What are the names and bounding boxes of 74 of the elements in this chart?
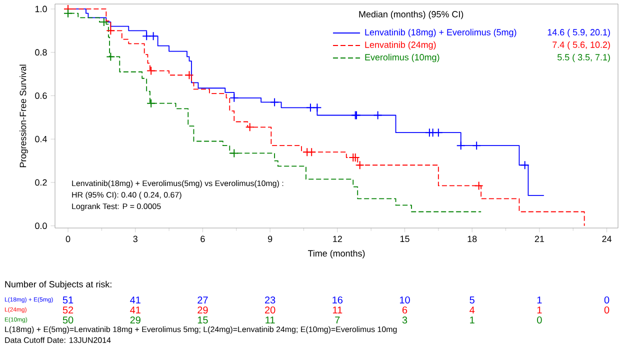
point bbox=[106, 52, 116, 62]
point bbox=[146, 98, 156, 108]
legend-label: Lenvatinib (24mg) bbox=[365, 41, 436, 50]
legend-label: Lenvatinib (18mg) + Everolimus (5mg) bbox=[365, 28, 516, 38]
text: 41 bbox=[130, 296, 140, 304]
point bbox=[472, 141, 482, 150]
point bbox=[184, 70, 194, 80]
text: 29 bbox=[198, 306, 208, 314]
text: 5 bbox=[470, 296, 474, 304]
text: 7 bbox=[335, 316, 340, 324]
point bbox=[230, 93, 239, 102]
text: 0 bbox=[604, 306, 610, 314]
point bbox=[474, 181, 484, 190]
text: 23 bbox=[265, 296, 276, 304]
text: 51 bbox=[62, 296, 74, 304]
y-tick-label: 0.8 bbox=[35, 49, 47, 56]
text: 15 bbox=[198, 316, 208, 324]
y-tick-label: 0.2 bbox=[35, 179, 47, 186]
point bbox=[355, 160, 364, 170]
text: 11 bbox=[266, 316, 275, 324]
text: 16 bbox=[332, 296, 343, 304]
text: 10 bbox=[400, 296, 410, 304]
text: 52 bbox=[62, 306, 74, 314]
y-tick-label: 0.4 bbox=[35, 136, 47, 142]
point bbox=[306, 103, 315, 112]
text: 41 bbox=[130, 306, 140, 314]
text: 0 bbox=[537, 316, 542, 324]
point bbox=[245, 122, 254, 132]
text: 1 bbox=[537, 296, 542, 304]
legend-label: Everolimus (10mg) bbox=[365, 54, 440, 62]
text: Number of Subjects at risk: bbox=[5, 280, 112, 290]
annotation: 14.6 ( 5.9, 20.1) bbox=[548, 28, 610, 38]
point bbox=[373, 110, 382, 120]
point bbox=[142, 32, 152, 41]
x-tick-label: 3 bbox=[133, 236, 138, 242]
point bbox=[146, 66, 156, 76]
point bbox=[106, 26, 116, 36]
text: 1 bbox=[470, 316, 474, 324]
point bbox=[270, 98, 280, 107]
text: 0 bbox=[604, 296, 610, 304]
x-tick-label: 12 bbox=[333, 236, 342, 242]
text: 6 bbox=[402, 306, 408, 314]
text: 11 bbox=[332, 306, 342, 314]
y-axis-title: Progression-Free Survival bbox=[20, 64, 28, 168]
x-tick-label: 15 bbox=[400, 236, 410, 242]
point bbox=[520, 160, 530, 170]
x-tick-label: 9 bbox=[268, 236, 272, 242]
x-axis-title: Time (months) bbox=[308, 250, 365, 258]
y-tick-label: 0.6 bbox=[35, 92, 47, 99]
y-tick-label: 1.0 bbox=[35, 6, 47, 12]
text: 29 bbox=[130, 316, 140, 324]
point bbox=[148, 32, 158, 41]
point bbox=[456, 141, 466, 150]
x-tick-label: 24 bbox=[602, 236, 612, 242]
point bbox=[230, 148, 239, 158]
point bbox=[307, 148, 316, 157]
annotation: 7.4 ( 5.6, 10.2) bbox=[552, 41, 610, 50]
point bbox=[312, 103, 322, 112]
text: 20 bbox=[265, 306, 276, 314]
text: 27 bbox=[198, 296, 208, 304]
text: 50 bbox=[62, 316, 74, 324]
x-tick-label: 21 bbox=[534, 236, 544, 242]
text: 4 bbox=[470, 306, 475, 314]
x-tick-label: 0 bbox=[66, 236, 70, 242]
point bbox=[434, 128, 443, 138]
point bbox=[64, 8, 73, 18]
text: 3 bbox=[402, 316, 408, 324]
legend-title: Median (months) (95% CI) bbox=[359, 10, 464, 20]
annotation: 5.5 ( 3.5, 7.1) bbox=[558, 54, 610, 62]
x-tick-label: 18 bbox=[468, 236, 477, 242]
y-tick-label: 0.0 bbox=[35, 222, 47, 230]
point bbox=[428, 128, 438, 138]
text: 1 bbox=[537, 306, 542, 314]
x-tick-label: 6 bbox=[200, 236, 205, 242]
